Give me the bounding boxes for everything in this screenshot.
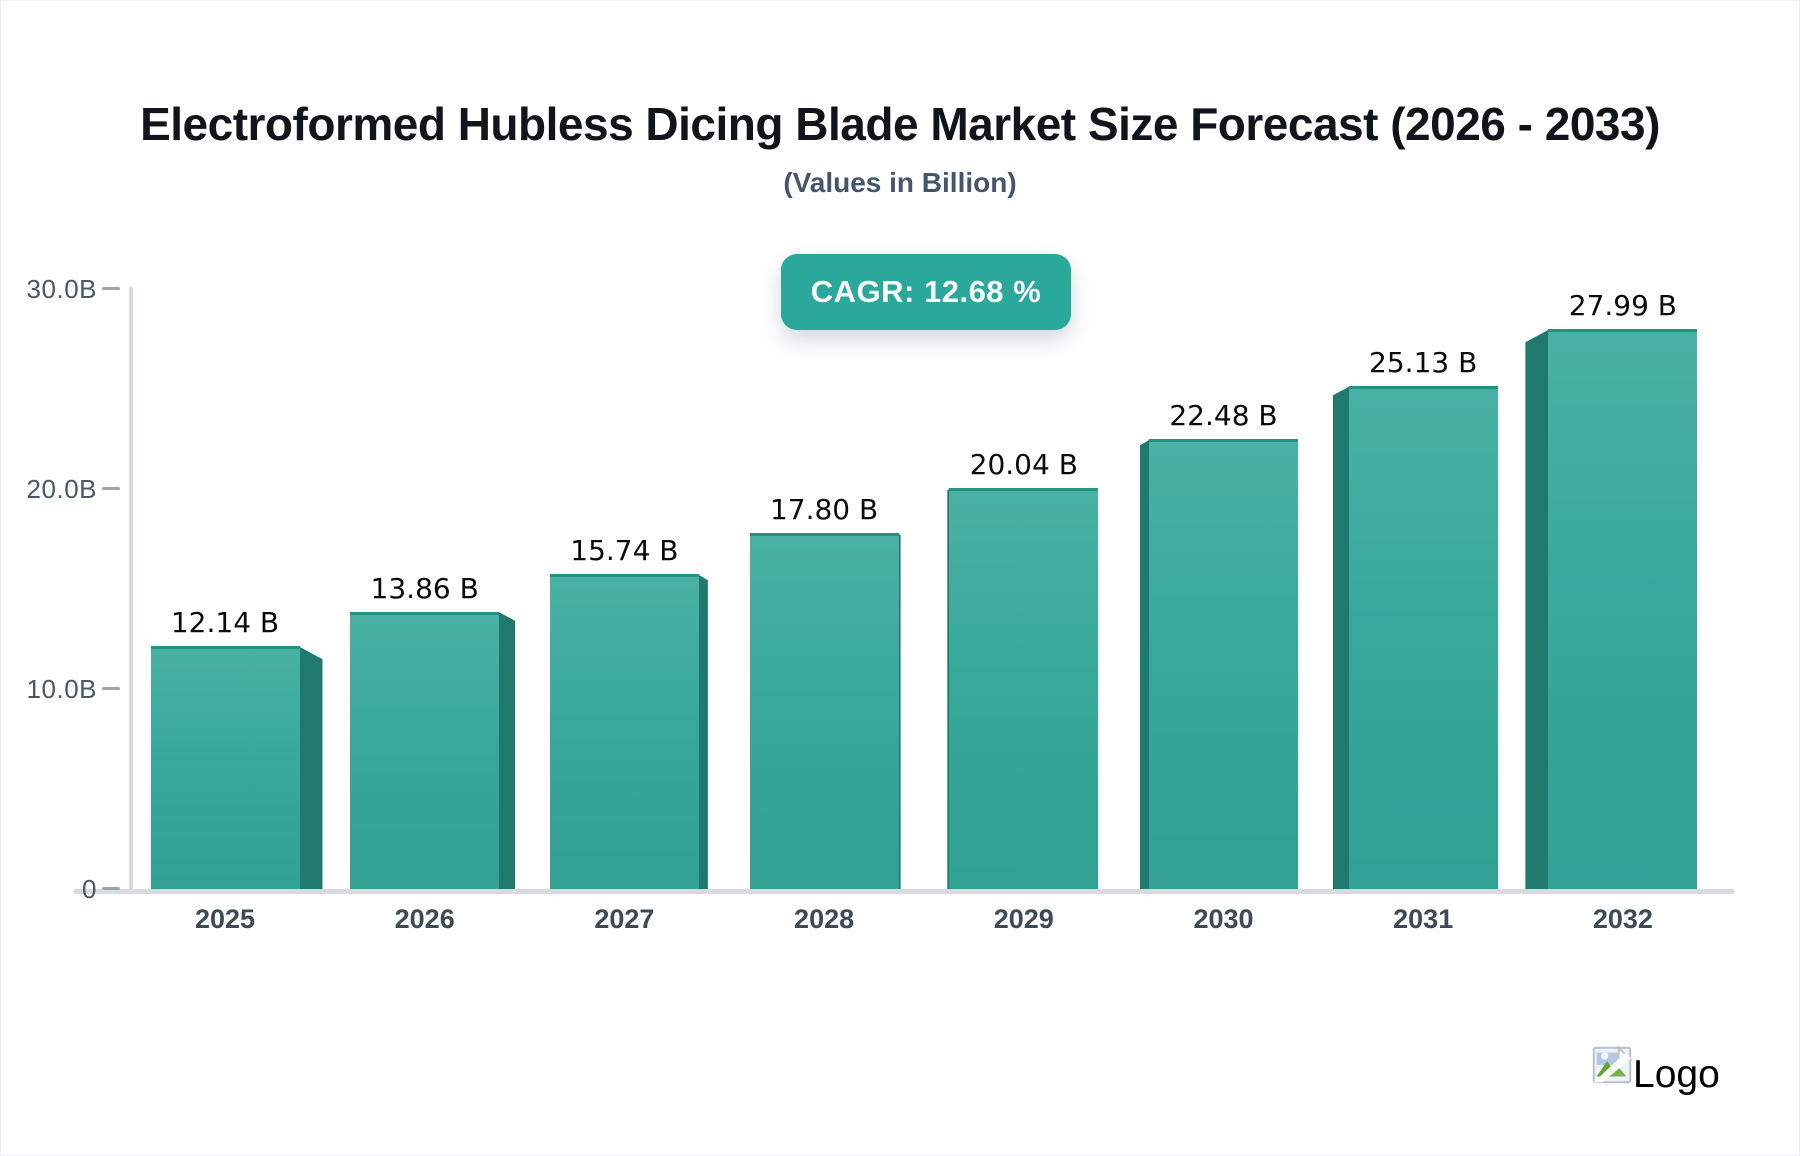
- bar-2028: [749, 533, 899, 889]
- value-label-2027: 15.74 B: [570, 534, 679, 568]
- y-axis-tick-20: [102, 487, 120, 490]
- bar-2027: [549, 574, 699, 889]
- y-axis-tick-30: [102, 287, 120, 290]
- bar-2030: [1149, 439, 1298, 889]
- broken-image-icon: [1592, 1045, 1633, 1084]
- bar-2025: [150, 646, 300, 889]
- bar-2031: [1348, 386, 1498, 889]
- value-label-2026: 13.86 B: [370, 571, 479, 605]
- y-axis-tick-0: [102, 887, 120, 890]
- y-axis-label-20: 20.0B: [26, 474, 97, 504]
- x-axis-label-2031: 2031: [1393, 904, 1454, 934]
- x-axis-label-2025: 2025: [194, 904, 256, 934]
- bar-side-2027: [697, 574, 708, 889]
- bar-2032: [1548, 329, 1698, 889]
- bar-side-2031: [1332, 386, 1350, 889]
- value-label-2028: 17.80 B: [769, 493, 879, 526]
- bar-side-2026: [498, 611, 516, 889]
- y-axis-label-30: 30.0B: [26, 274, 97, 304]
- bar-side-2028: [897, 533, 901, 889]
- bar-side-2030: [1140, 439, 1150, 889]
- y-axis-label-0: 0: [82, 874, 97, 904]
- x-axis-label-2032: 2032: [1592, 904, 1653, 934]
- value-label-2030: 22.48 B: [1169, 399, 1278, 433]
- value-label-2029: 20.04 B: [969, 448, 1078, 482]
- x-axis-label-2028: 2028: [794, 904, 855, 934]
- x-axis-label-2029: 2029: [993, 904, 1054, 934]
- bar-2029: [949, 488, 1099, 889]
- y-axis-line: [129, 287, 133, 889]
- x-axis-baseline: [74, 889, 1734, 894]
- x-axis-label-2026: 2026: [394, 904, 455, 934]
- bar-side-2025: [298, 646, 323, 889]
- x-axis-label-2030: 2030: [1193, 904, 1254, 934]
- value-label-2031: 25.13 B: [1369, 346, 1478, 380]
- logo-alt-text: Logo: [1633, 1053, 1720, 1096]
- logo-placeholder: Logo: [1589, 1041, 1720, 1094]
- cagr-badge: CAGR: 12.68 %: [781, 254, 1071, 330]
- bar-side-2032: [1525, 329, 1550, 889]
- chart-title: Electroformed Hubless Dicing Blade Marke…: [140, 98, 1660, 150]
- y-axis-label-10: 10.0B: [26, 674, 97, 704]
- x-axis-label-2027: 2027: [594, 904, 655, 934]
- bar-2026: [350, 611, 500, 889]
- y-axis-tick-10: [102, 687, 120, 690]
- chart-subtitle: (Values in Billion): [783, 167, 1017, 198]
- bar-side-2029: [947, 488, 951, 889]
- value-label-2032: 27.99 B: [1568, 289, 1678, 323]
- value-label-2025: 12.14 B: [170, 606, 280, 640]
